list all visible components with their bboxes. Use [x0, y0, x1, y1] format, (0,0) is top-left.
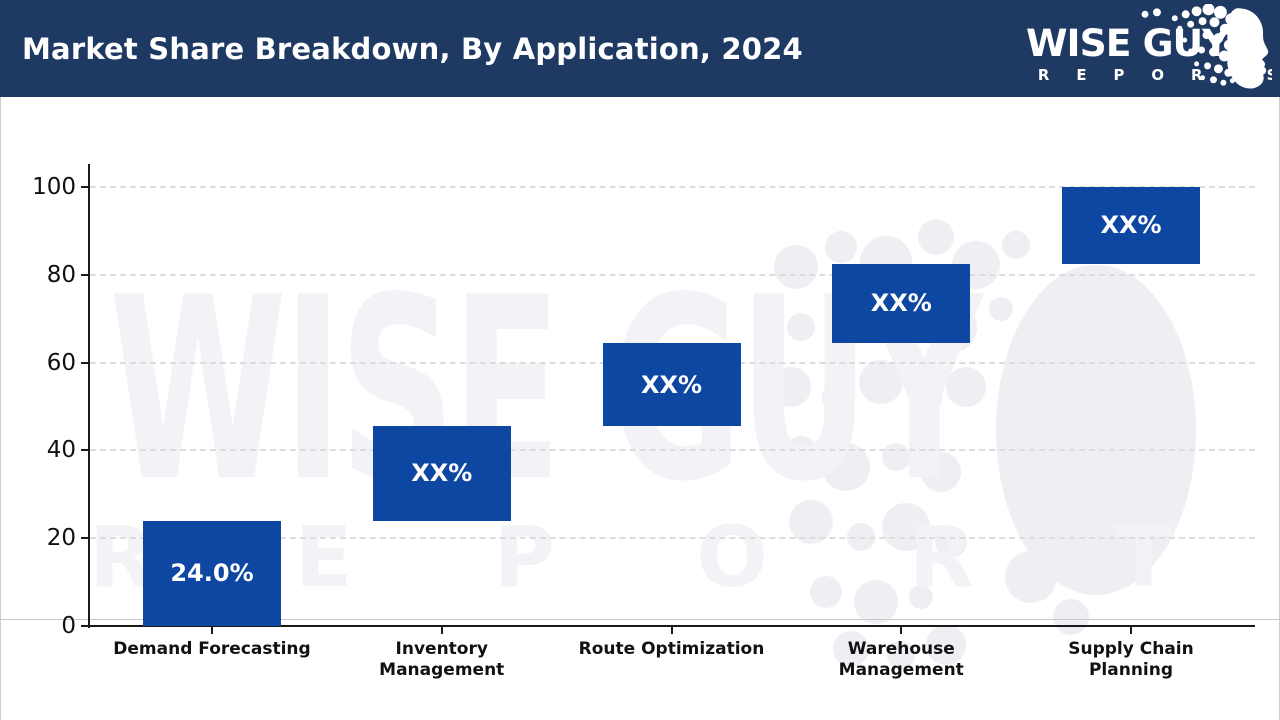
y-axis-line	[88, 164, 90, 628]
chart-canvas: WISE GUY R E P O R T S 02040608010024.0%…	[0, 97, 1280, 720]
logo-wordmark: WISE GUY	[1026, 20, 1230, 64]
y-tick-label-40: 40	[46, 437, 76, 464]
y-tick-0	[81, 625, 88, 627]
bar-demand-forecasting: 24.0%	[143, 520, 281, 626]
bar-supply-chain-planning: XX%	[1062, 187, 1200, 264]
y-tick-100	[81, 186, 88, 188]
y-tick-60	[81, 361, 88, 364]
x-tick-5	[1130, 627, 1132, 634]
y-tick-label-60: 60	[46, 349, 76, 376]
gridline-40	[90, 449, 1255, 452]
bar-value-label: XX%	[411, 459, 473, 488]
bar-value-label: XX%	[870, 289, 932, 318]
y-tick-label-0: 0	[61, 613, 76, 639]
y-tick-40	[81, 449, 88, 452]
x-tick-4	[900, 627, 903, 634]
x-tick-1	[211, 627, 213, 634]
gridline-100	[90, 186, 1255, 188]
x-category-label: Demand Forecasting	[113, 639, 311, 659]
logo-face-icon	[1227, 7, 1269, 88]
bar-value-label: XX%	[640, 370, 703, 399]
x-tick-3	[670, 627, 673, 634]
page-title: Market Share Breakdown, By Application, …	[22, 31, 803, 66]
gridline-80	[90, 273, 1255, 276]
y-tick-20	[81, 537, 88, 540]
bottom-divider	[0, 619, 1280, 620]
bar-inventory-management: XX%	[372, 426, 511, 521]
x-category-label: Warehouse Management	[838, 639, 964, 680]
header-bar: Market Share Breakdown, By Application, …	[0, 0, 1280, 97]
y-tick-label-80: 80	[46, 261, 76, 288]
gridline-20	[90, 537, 1255, 540]
watermark-subtext: R E P O R T S	[89, 508, 1280, 606]
y-tick-80	[81, 273, 88, 276]
bar-warehouse-management: XX%	[832, 263, 971, 343]
bar-route-optimization: XX%	[602, 342, 741, 427]
x-category-label: Route Optimization	[578, 639, 765, 659]
bar-value-label: 24.0%	[170, 559, 254, 588]
bar-value-label: XX%	[1100, 211, 1162, 240]
x-axis-line	[88, 625, 1255, 627]
x-category-label: Inventory Management	[379, 639, 505, 680]
y-tick-label-100: 100	[32, 174, 76, 200]
y-tick-label-20: 20	[46, 525, 76, 552]
wise-guy-reports-logo: WISE GUY R E P O R T S	[1026, 3, 1272, 88]
x-category-label: Supply Chain Planning	[1068, 639, 1194, 680]
x-tick-2	[440, 627, 443, 634]
